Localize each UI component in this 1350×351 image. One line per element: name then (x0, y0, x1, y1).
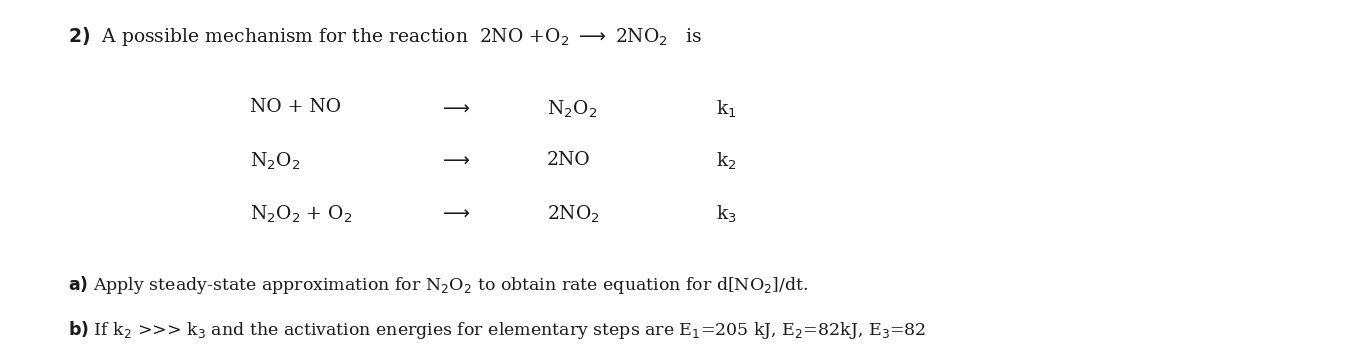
Text: k$_1$: k$_1$ (716, 98, 736, 120)
Text: NO + NO: NO + NO (250, 98, 340, 116)
Text: N$_2$O$_2$: N$_2$O$_2$ (250, 151, 300, 172)
Text: N$_2$O$_2$: N$_2$O$_2$ (547, 98, 597, 120)
Text: N$_2$O$_2$ + O$_2$: N$_2$O$_2$ + O$_2$ (250, 204, 352, 225)
Text: $\longrightarrow$: $\longrightarrow$ (439, 204, 470, 221)
Text: $\mathbf{b)}$ If k$_2$ >>> k$_3$ and the activation energies for elementary step: $\mathbf{b)}$ If k$_2$ >>> k$_3$ and the… (68, 319, 926, 342)
Text: $\mathbf{2)}$  A possible mechanism for the reaction  2NO +O$_2$ $\longrightarro: $\mathbf{2)}$ A possible mechanism for t… (68, 25, 702, 48)
Text: k$_2$: k$_2$ (716, 151, 736, 172)
Text: $\mathbf{a)}$ Apply steady-state approximation for N$_2$O$_2$ to obtain rate equ: $\mathbf{a)}$ Apply steady-state approxi… (68, 274, 807, 296)
Text: k$_3$: k$_3$ (716, 204, 736, 225)
Text: $\longrightarrow$: $\longrightarrow$ (439, 151, 470, 169)
Text: 2NO: 2NO (547, 151, 590, 169)
Text: $\longrightarrow$: $\longrightarrow$ (439, 98, 470, 116)
Text: 2NO$_2$: 2NO$_2$ (547, 204, 599, 225)
